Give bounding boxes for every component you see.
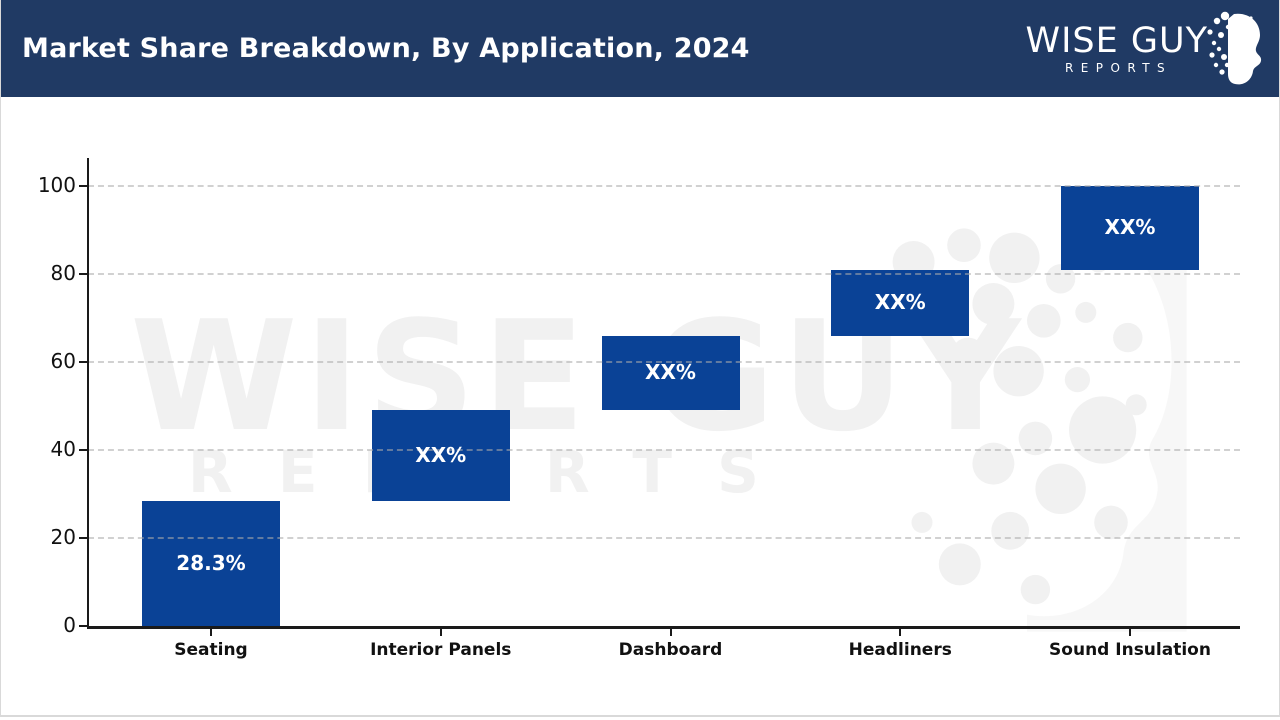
bar-value-label-dashboard: XX% [645, 360, 696, 384]
x-tick-mark-headliners [899, 629, 902, 636]
x-axis-line [87, 626, 1240, 629]
bar-value-label-sound-insulation: XX% [1104, 214, 1156, 239]
gridline-40 [88, 449, 1240, 451]
x-tick-mark-seating [210, 629, 212, 636]
brand-name: WISE GUY [1025, 20, 1208, 61]
page-title: Market Share Breakdown, By Application, … [22, 33, 750, 64]
brand-text: WISE GUY REPORTS [1025, 23, 1208, 75]
y-tick-mark-80 [79, 273, 87, 275]
y-tick-mark-0 [79, 625, 87, 627]
brand-subtitle: REPORTS [1064, 60, 1173, 75]
x-category-label-sound-insulation: Sound Insulation [1049, 640, 1211, 660]
y-tick-label-20: 20 [50, 525, 76, 549]
bar-seating [142, 501, 280, 626]
x-category-label-headliners: Headliners [848, 640, 952, 660]
x-tick-mark-sound-insulation [1129, 629, 1131, 636]
brand-logo: WISE GUY REPORTS [1025, 10, 1266, 88]
x-tick-mark-interior-panels [439, 629, 442, 636]
y-tick-label-40: 40 [50, 437, 76, 461]
x-category-label-seating: Seating [174, 640, 248, 660]
bar-value-label-interior-panels: XX% [415, 442, 467, 467]
header-bar: Market Share Breakdown, By Application, … [0, 0, 1280, 97]
y-tick-label-60: 60 [50, 349, 76, 373]
bar-sound-insulation [1061, 186, 1199, 270]
gridline-100 [88, 185, 1240, 187]
bar-value-label-seating: 28.3% [176, 550, 246, 575]
bar-interior-panels [371, 410, 510, 502]
gridline-80 [88, 273, 1240, 275]
bar-value-label-headliners: XX% [874, 289, 926, 314]
gridline-60 [88, 361, 1240, 363]
y-tick-mark-40 [79, 449, 87, 451]
gridline-20 [88, 537, 1240, 539]
bar-dashboard [601, 335, 740, 411]
y-tick-label-100: 100 [37, 173, 76, 197]
y-tick-label-80: 80 [50, 261, 76, 285]
dotted-head-icon [1207, 11, 1262, 84]
x-category-label-interior-panels: Interior Panels [370, 640, 512, 660]
y-axis-line [87, 158, 89, 628]
x-category-label-dashboard: Dashboard [618, 640, 723, 660]
y-tick-mark-100 [79, 185, 87, 187]
x-tick-mark-dashboard [669, 629, 672, 636]
y-tick-mark-60 [79, 361, 87, 363]
bar-headliners [831, 269, 970, 336]
y-tick-label-0: 0 [63, 613, 76, 637]
y-tick-mark-20 [79, 537, 87, 539]
